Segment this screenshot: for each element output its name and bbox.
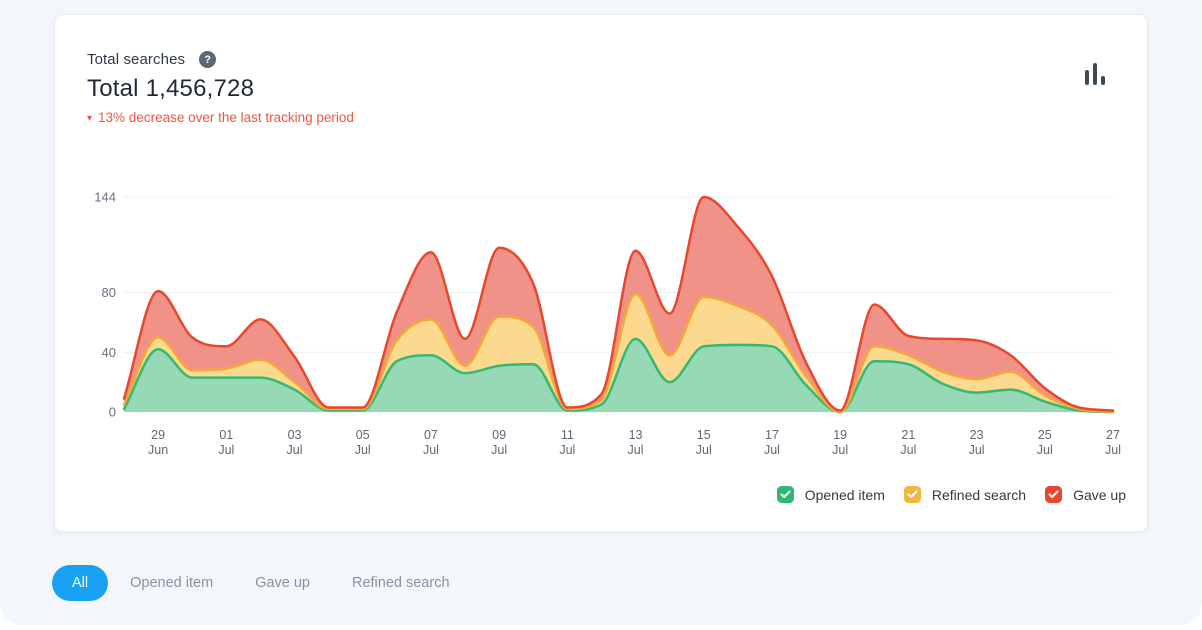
- svg-text:144: 144: [94, 190, 116, 205]
- svg-text:Jul: Jul: [1105, 443, 1121, 457]
- trend-indicator: ▾ 13% decrease over the last tracking pe…: [87, 110, 354, 125]
- trend-down-icon: ▾: [87, 112, 93, 124]
- chart-legend: Opened item Refined search Gave up: [776, 486, 1126, 503]
- svg-text:0: 0: [109, 405, 116, 420]
- checkbox-checked-icon[interactable]: [776, 486, 794, 503]
- help-icon[interactable]: ?: [199, 51, 217, 68]
- bar-chart-icon[interactable]: [1084, 63, 1105, 85]
- total-searches-card: 0 40 80 144 29 Jun 01 Jul 03 Jul 05 Jul 07 Jul 09 Jul 11…: [54, 14, 1148, 532]
- svg-text:11: 11: [561, 428, 574, 442]
- svg-text:Jul: Jul: [287, 443, 303, 457]
- total-value: Total 1,456,728: [87, 75, 255, 102]
- next-card-edge: [0, 625, 1202, 630]
- filter-tab-opened-item[interactable]: Opened item: [130, 575, 214, 591]
- svg-text:Jul: Jul: [969, 443, 985, 457]
- svg-text:07: 07: [424, 428, 438, 442]
- svg-text:21: 21: [901, 428, 915, 442]
- svg-text:09: 09: [492, 428, 506, 442]
- svg-text:40: 40: [102, 345, 116, 360]
- trend-text: 13% decrease over the last tracking peri…: [98, 110, 354, 125]
- legend-label: Opened item: [804, 486, 885, 503]
- svg-text:27: 27: [1106, 428, 1120, 442]
- checkbox-checked-icon[interactable]: [903, 486, 921, 503]
- svg-text:05: 05: [356, 428, 370, 442]
- svg-text:Jul: Jul: [1037, 443, 1053, 457]
- svg-text:25: 25: [1038, 428, 1052, 442]
- svg-text:Jul: Jul: [355, 443, 371, 457]
- svg-text:Jul: Jul: [423, 443, 439, 457]
- svg-text:01: 01: [219, 428, 233, 442]
- svg-text:03: 03: [288, 428, 302, 442]
- svg-text:17: 17: [765, 428, 779, 442]
- svg-text:23: 23: [970, 428, 984, 442]
- legend-item-refined-search[interactable]: Refined search: [903, 486, 1027, 503]
- legend-label: Gave up: [1073, 486, 1126, 503]
- svg-text:29: 29: [151, 428, 165, 442]
- svg-text:Jul: Jul: [491, 443, 507, 457]
- svg-text:80: 80: [102, 285, 116, 300]
- card-header: Total searches ? Total 1,456,728 ▾ 13% d…: [87, 51, 354, 125]
- svg-text:Jul: Jul: [218, 443, 234, 457]
- legend-item-opened-item[interactable]: Opened item: [776, 486, 885, 503]
- svg-text:15: 15: [697, 428, 711, 442]
- svg-text:Jun: Jun: [148, 443, 168, 457]
- legend-label: Refined search: [931, 486, 1027, 503]
- filter-tab-refined-search[interactable]: Refined search: [351, 575, 450, 591]
- filter-tab-gave-up[interactable]: Gave up: [255, 575, 310, 591]
- legend-item-gave-up[interactable]: Gave up: [1045, 486, 1126, 503]
- checkbox-checked-icon[interactable]: [1045, 486, 1063, 503]
- stacked-area-chart: 0408014429Jun01Jul03Jul05Jul07Jul09Jul11…: [94, 190, 1121, 458]
- svg-text:Jul: Jul: [628, 443, 644, 457]
- svg-text:Jul: Jul: [559, 443, 575, 457]
- filter-tab-all[interactable]: All: [52, 565, 109, 601]
- svg-text:Jul: Jul: [764, 443, 780, 457]
- filter-row: All Opened item Gave up Refined search: [52, 565, 450, 601]
- svg-text:Jul: Jul: [832, 443, 848, 457]
- svg-text:Jul: Jul: [900, 443, 916, 457]
- svg-text:13: 13: [629, 428, 643, 442]
- card-subtitle: Total searches: [87, 51, 186, 68]
- svg-text:Jul: Jul: [696, 443, 712, 457]
- svg-text:19: 19: [833, 428, 847, 442]
